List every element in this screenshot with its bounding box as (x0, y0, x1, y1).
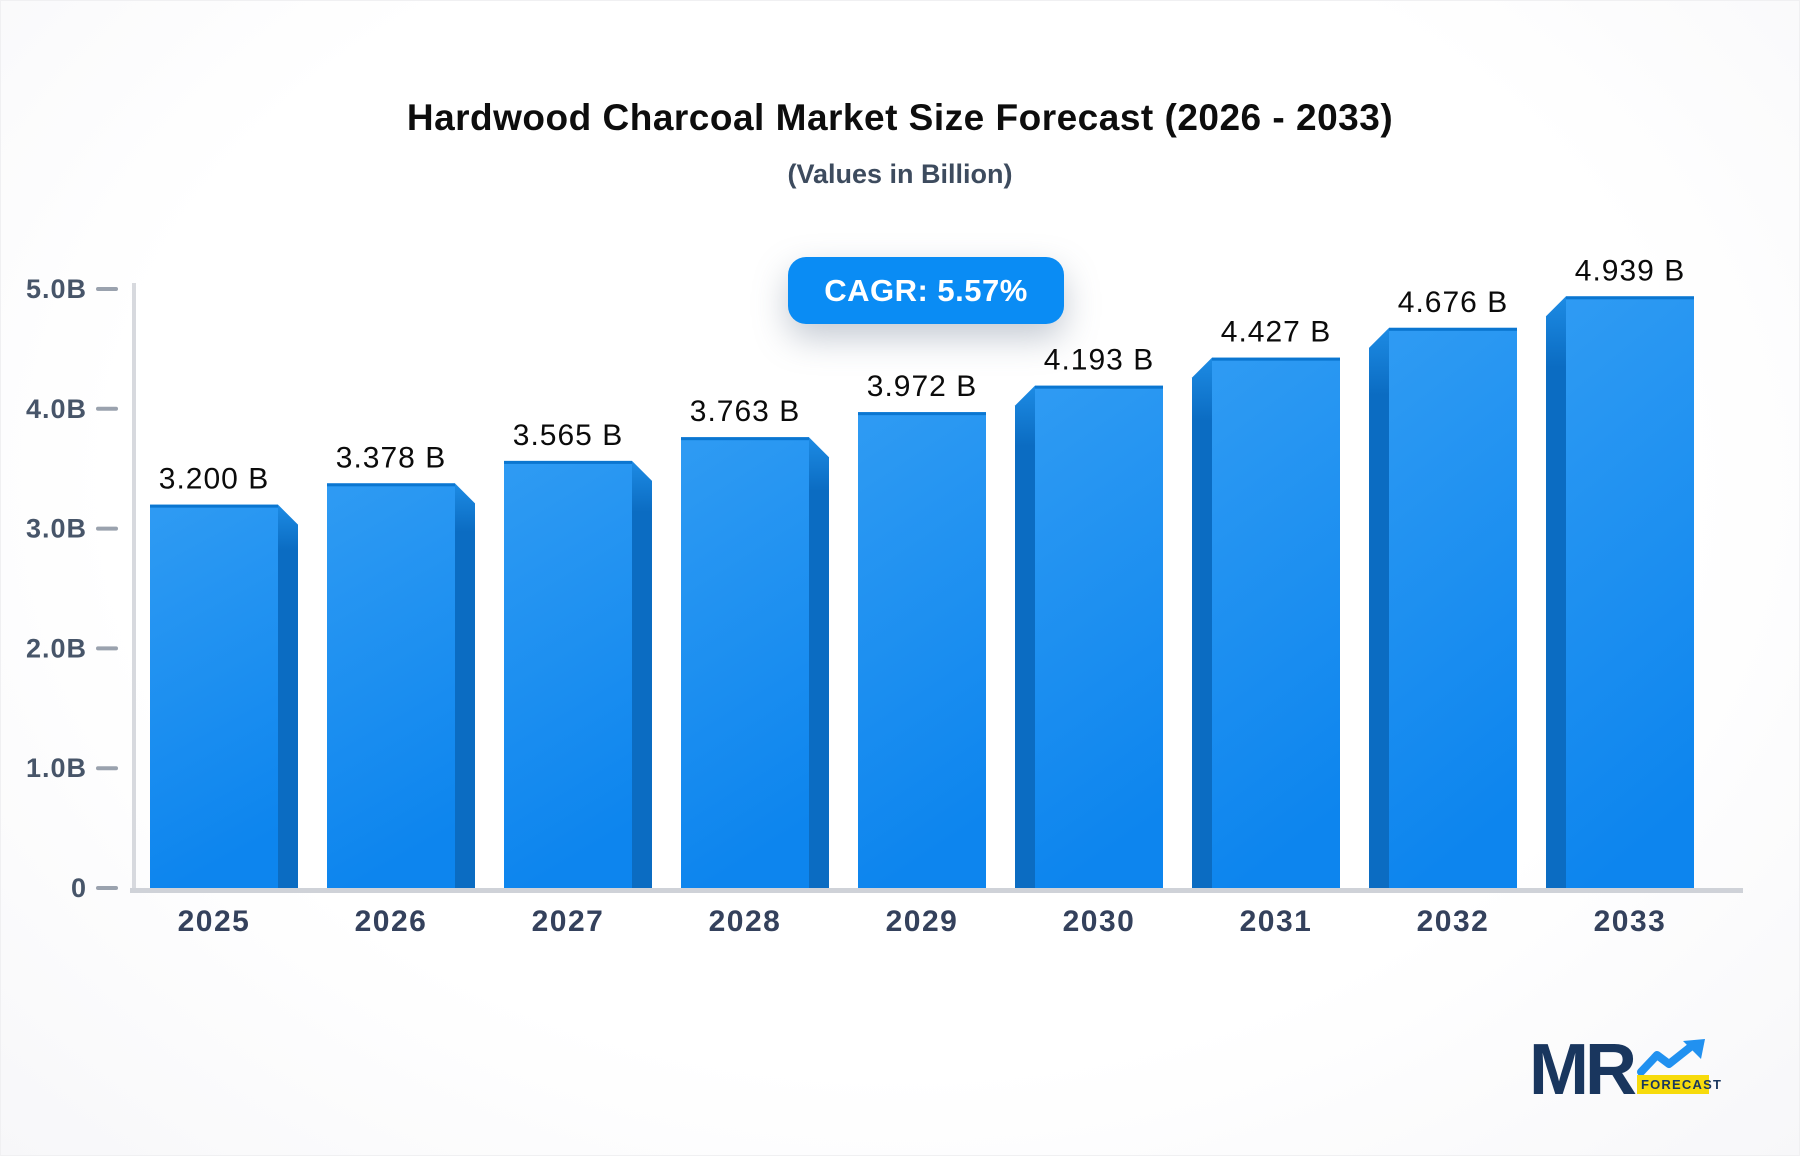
bar-side (1546, 296, 1566, 888)
bar-group-2031: 4.427 B 2031 (1192, 316, 1340, 938)
bar-group-2027: 3.565 B 2027 (504, 419, 652, 938)
bar-top-edge (327, 483, 455, 487)
bar-face (681, 437, 809, 888)
mr-forecast-logo: MR FORECAST (1529, 1030, 1721, 1110)
bar-top-edge (1212, 357, 1340, 361)
logo-forecast-text: FORECAST (1636, 1075, 1721, 1094)
y-axis-tick (96, 886, 118, 890)
cagr-badge-label: CAGR: 5.57% (824, 272, 1028, 308)
bar-value-label: 4.939 B (1575, 254, 1685, 287)
y-axis-tick-label: 4.0B (26, 394, 87, 424)
bar-group-2032: 4.676 B 2032 (1369, 286, 1517, 938)
y-axis-tick (96, 526, 118, 531)
y-axis-tick-label: 5.0B (26, 274, 87, 304)
bar-side (455, 483, 475, 888)
x-axis-tick-label: 2028 (709, 905, 782, 938)
x-axis-tick-label: 2027 (532, 905, 605, 938)
bar-group-2030: 4.193 B 2030 (1015, 344, 1163, 938)
trend-arrow-icon (1636, 1039, 1705, 1076)
y-axis-tick (96, 646, 118, 651)
bar-value-label: 3.200 B (159, 463, 269, 496)
bar-top-edge (1035, 385, 1163, 389)
bar-side (809, 437, 829, 888)
x-axis-line (130, 888, 1743, 893)
x-axis-tick-label: 2026 (355, 905, 428, 938)
y-axis-line (132, 283, 136, 890)
bar-value-label: 3.972 B (867, 370, 977, 403)
bar-side (1015, 385, 1035, 888)
bar-value-label: 4.676 B (1398, 286, 1508, 319)
cagr-badge: CAGR: 5.57% (788, 257, 1064, 324)
bar-top-edge (1566, 296, 1694, 300)
bar-side (1192, 357, 1212, 888)
bar-top-edge (681, 437, 809, 441)
bar-side (1369, 327, 1389, 888)
y-axis-tick (96, 287, 118, 291)
bar-value-label: 3.378 B (336, 441, 446, 474)
page-title: Hardwood Charcoal Market Size Forecast (… (406, 97, 1394, 138)
bar-face (1566, 296, 1694, 888)
bar-face (858, 412, 986, 888)
bar-top-edge (1389, 327, 1517, 331)
x-axis-tick-label: 2025 (178, 905, 251, 938)
y-axis-tick (96, 766, 118, 771)
x-axis-tick-label: 2030 (1063, 905, 1136, 938)
bar-face (150, 504, 278, 888)
x-axis-tick-label: 2033 (1594, 905, 1667, 938)
bar-value-label: 4.193 B (1044, 344, 1154, 377)
bar-group-2033: 4.939 B 2033 (1546, 254, 1694, 938)
y-axis-tick (96, 406, 118, 411)
bar-group-2028: 3.763 B 2028 (681, 395, 829, 938)
bar-side (632, 460, 652, 888)
y-axis-tick-label: 0 (71, 873, 87, 903)
bar-group-2026: 3.378 B 2026 (327, 441, 475, 938)
y-axis-tick-label: 1.0B (26, 753, 87, 783)
y-axis-tick-label: 3.0B (26, 514, 87, 544)
bar-value-label: 3.763 B (690, 395, 800, 428)
bar-top-edge (150, 504, 278, 508)
x-axis-tick-label: 2032 (1417, 905, 1490, 938)
x-axis-tick-label: 2031 (1240, 905, 1313, 938)
y-axis-tick-label: 2.0B (26, 633, 87, 663)
bar-top-edge (504, 460, 632, 464)
bar-top-edge (858, 412, 986, 416)
bar-value-label: 3.565 B (513, 419, 623, 452)
bar-face (1035, 385, 1163, 888)
bar-face (1389, 327, 1517, 888)
bar-group-2029: 3.972 B 2029 (858, 370, 986, 938)
bar-group-2025: 3.200 B 2025 (150, 463, 298, 938)
bar-side (278, 504, 298, 888)
x-axis-tick-label: 2029 (886, 905, 959, 938)
bar-face (327, 483, 455, 888)
logo-mr-text: MR (1529, 1030, 1637, 1110)
bar-value-label: 4.427 B (1221, 316, 1331, 349)
bar-face (504, 460, 632, 888)
bar-face (1212, 357, 1340, 888)
page-subtitle: (Values in Billion) (787, 159, 1013, 189)
